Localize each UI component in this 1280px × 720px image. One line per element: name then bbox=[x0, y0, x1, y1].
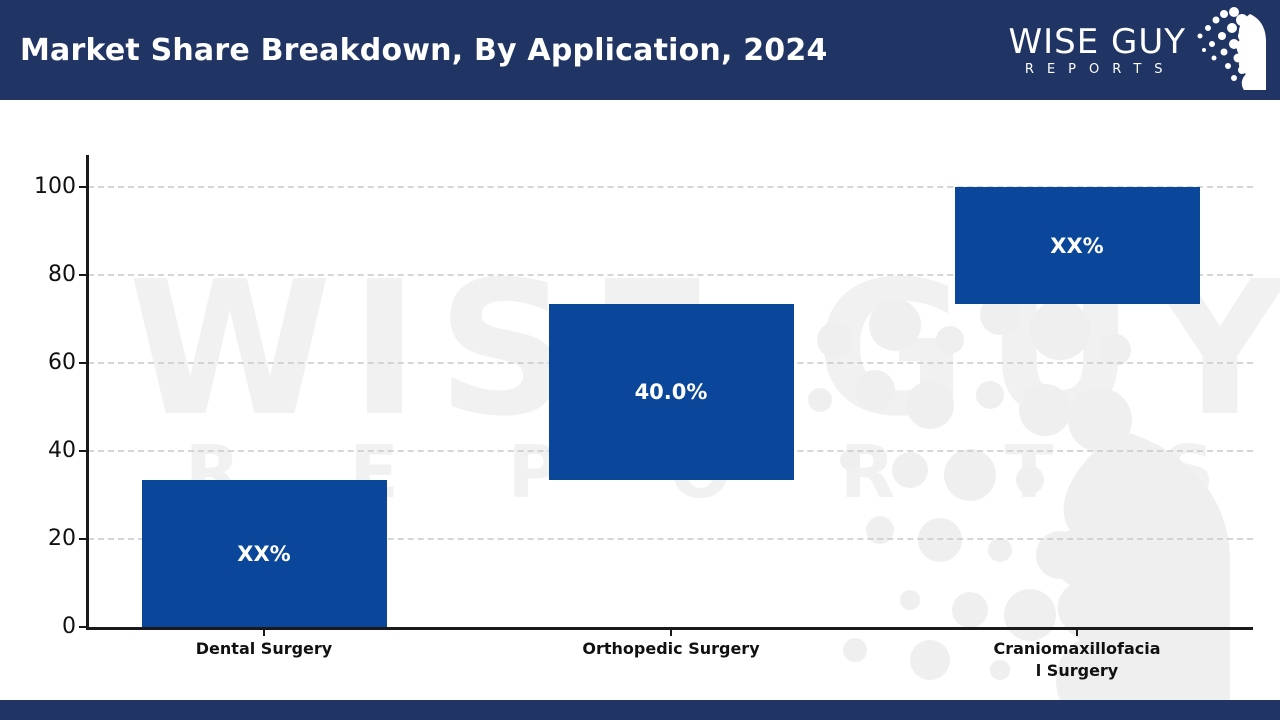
bar-segment: XX% bbox=[141, 480, 387, 627]
bar-segment: 40.0% bbox=[548, 304, 794, 481]
y-axis-tick-label: 80 bbox=[48, 262, 76, 287]
x-axis-tickmark bbox=[670, 628, 672, 636]
x-axis-category-label: Orthopedic Surgery bbox=[582, 639, 760, 658]
bar-segment: XX% bbox=[954, 187, 1200, 305]
y-axis-tick-label: 60 bbox=[48, 350, 76, 375]
bar-value-label: 40.0% bbox=[634, 380, 708, 405]
x-axis-line bbox=[86, 627, 1253, 630]
gridline-80 bbox=[88, 274, 1253, 276]
y-axis-tickmark bbox=[79, 450, 88, 452]
y-axis-tickmark bbox=[79, 538, 88, 540]
page-title: Market Share Breakdown, By Application, … bbox=[20, 32, 828, 68]
y-axis-tickmark bbox=[79, 362, 88, 364]
y-axis-tick-label: 20 bbox=[48, 526, 76, 551]
header-bar: Market Share Breakdown, By Application, … bbox=[0, 0, 1280, 100]
logo-wordmark: WISE GUY bbox=[1008, 21, 1186, 62]
logo-face-icon bbox=[1194, 6, 1266, 94]
footer-bar bbox=[0, 700, 1280, 720]
x-axis-category-label: Dental Surgery bbox=[195, 639, 333, 658]
gridline-20 bbox=[88, 538, 1253, 540]
y-axis-tickmark bbox=[79, 626, 88, 628]
y-axis-tickmark bbox=[79, 274, 88, 276]
wiseguy-logo: WISE GUY REPORTS bbox=[1008, 0, 1266, 100]
y-axis-tick-label: 40 bbox=[48, 438, 76, 463]
x-axis-category-label: Craniomaxillofacia l Surgery bbox=[993, 639, 1161, 680]
watermark-face-icon bbox=[760, 220, 1260, 700]
x-axis-tickmark bbox=[263, 628, 265, 636]
gridline-100 bbox=[88, 186, 1253, 188]
logo-text: WISE GUY REPORTS bbox=[1008, 25, 1186, 76]
y-axis-tickmark bbox=[79, 186, 88, 188]
logo-subtitle: REPORTS bbox=[1024, 61, 1176, 77]
y-axis-tick-label: 100 bbox=[34, 174, 76, 199]
bar-value-label: XX% bbox=[237, 541, 291, 566]
x-axis-tickmark bbox=[1076, 628, 1078, 636]
y-axis-tick-label: 0 bbox=[62, 614, 76, 639]
y-axis-line bbox=[86, 155, 89, 629]
plot-area: WISE GUY R E P O R T S 020406080100XX%40… bbox=[0, 100, 1280, 700]
bar-value-label: XX% bbox=[1050, 233, 1104, 258]
